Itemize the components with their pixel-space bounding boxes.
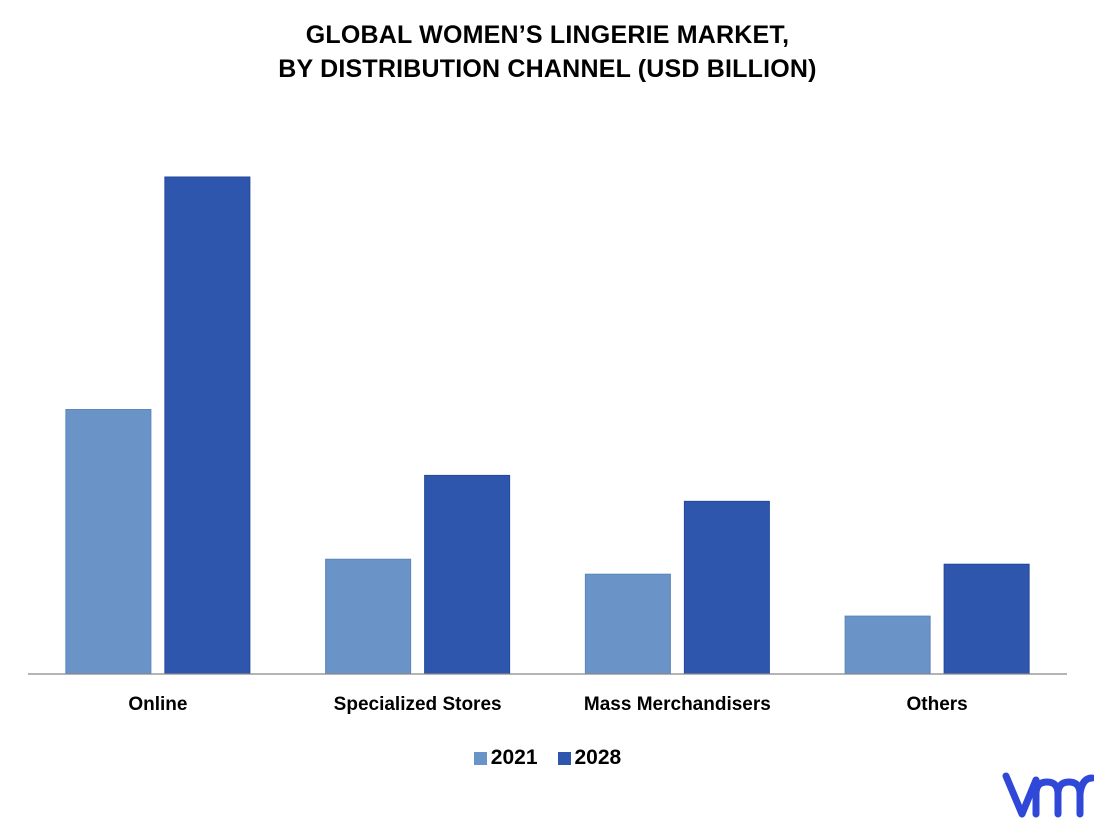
bar-2028-online [164,176,251,675]
legend: 2021 2028 [0,746,1095,770]
x-tick-label: Mass Merchandisers [584,694,771,715]
bar-2028-others [943,563,1030,675]
legend-swatch-2021 [473,751,487,765]
bars-group [65,176,1030,675]
bar-2028-specialized-stores [424,474,511,675]
x-tick-label: Others [907,694,968,715]
bar-2021-online [65,409,152,675]
plot-area: Online Specialized Stores Mass Merchandise… [28,176,1067,715]
legend-swatch-2028 [557,751,571,765]
chart-title: GLOBAL WOMEN’S LINGERIE MARKET, BY DISTR… [0,18,1095,86]
legend-item-2021: 2021 [473,746,538,770]
legend-label-2028: 2028 [574,746,622,769]
bar-2021-mass-merchandisers [584,573,671,675]
chart-subtitle-line: BY DISTRIBUTION CHANNEL (USD BILLION) [278,55,817,83]
bar-2021-specialized-stores [325,558,412,675]
chart-title-line: GLOBAL WOMEN’S LINGERIE MARKET, [305,21,790,49]
bar-2021-others [844,615,931,675]
bar-2028-mass-merchandisers [683,500,770,675]
legend-label-2021: 2021 [490,746,538,769]
x-tick-labels: Online Specialized Stores Mass Merchandise… [128,694,967,715]
x-tick-label: Specialized Stores [334,694,502,715]
legend-item-2028: 2028 [557,746,622,770]
x-tick-label: Online [128,694,187,715]
vmr-logo-icon [1002,772,1094,818]
